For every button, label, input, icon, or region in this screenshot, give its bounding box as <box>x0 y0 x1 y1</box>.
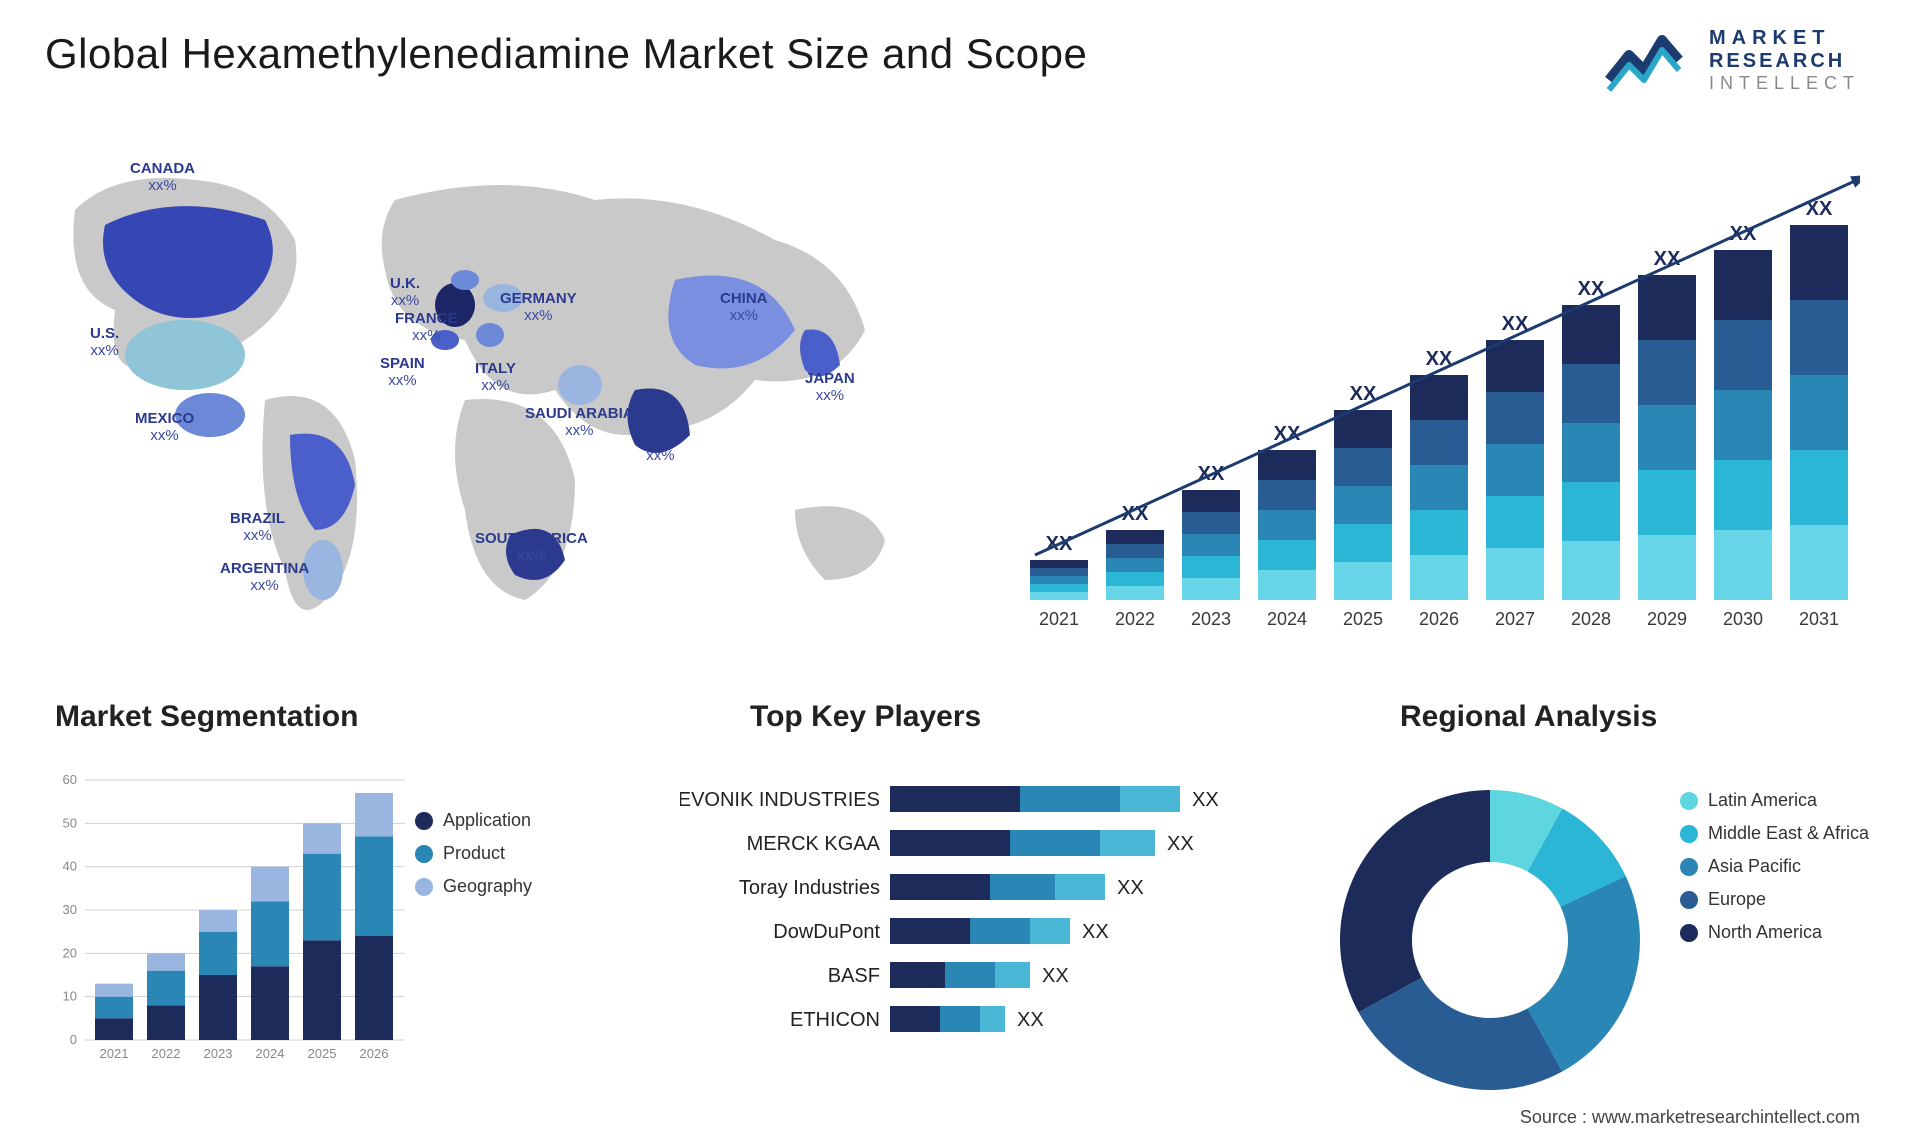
country-label: U.K.xx% <box>390 275 420 310</box>
country-label: INDIAxx% <box>640 430 681 465</box>
growth-chart: XX2021XX2022XX2023XX2024XX2025XX2026XX20… <box>1010 140 1860 630</box>
logo-text-1: MARKET <box>1709 27 1860 50</box>
brand-logo: MARKET RESEARCH INTELLECT <box>1604 25 1860 95</box>
country-label: CANADAxx% <box>130 160 195 195</box>
legend-item: Europe <box>1680 889 1869 910</box>
legend-item: Asia Pacific <box>1680 856 1869 877</box>
country-label: SPAINxx% <box>380 355 425 390</box>
svg-text:2025: 2025 <box>308 1046 337 1061</box>
svg-text:50: 50 <box>63 815 77 830</box>
svg-text:2028: 2028 <box>1571 609 1611 629</box>
svg-text:Toray Industries: Toray Industries <box>739 877 880 899</box>
country-label: ARGENTINAxx% <box>220 560 309 595</box>
svg-text:2029: 2029 <box>1647 609 1687 629</box>
svg-text:EVONIK INDUSTRIES: EVONIK INDUSTRIES <box>680 789 880 811</box>
svg-text:2026: 2026 <box>1419 609 1459 629</box>
country-label: JAPANxx% <box>805 370 855 405</box>
legend-item: Latin America <box>1680 790 1869 811</box>
svg-text:20: 20 <box>63 945 77 960</box>
legend-item: Application <box>415 810 532 831</box>
country-label: GERMANYxx% <box>500 290 577 325</box>
svg-text:DowDuPont: DowDuPont <box>773 921 880 943</box>
page-title: Global Hexamethylenediamine Market Size … <box>45 30 1087 78</box>
logo-text-3: INTELLECT <box>1709 73 1860 94</box>
svg-text:2031: 2031 <box>1799 609 1839 629</box>
source-url: www.marketresearchintellect.com <box>1592 1107 1860 1127</box>
svg-text:2023: 2023 <box>204 1046 233 1061</box>
svg-text:ETHICON: ETHICON <box>790 1009 880 1031</box>
segmentation-chart: 0 10 20 30 40 50 60 2021 2022 2023 2024 2025 2026 Ap… <box>45 740 605 1090</box>
country-label: ITALYxx% <box>475 360 516 395</box>
svg-text:MERCK KGAA: MERCK KGAA <box>747 833 881 855</box>
svg-text:2027: 2027 <box>1495 609 1535 629</box>
svg-text:2024: 2024 <box>256 1046 285 1061</box>
players-title: Top Key Players <box>750 700 981 734</box>
svg-text:BASF: BASF <box>828 965 880 987</box>
country-label: U.S.xx% <box>90 325 119 360</box>
world-map-panel: CANADAxx% U.S.xx% MEXICOxx% BRAZILxx% ARGENT… <box>35 130 915 650</box>
svg-text:30: 30 <box>63 902 77 917</box>
regional-donut: Latin America Middle East & Africa Asia Pa… <box>1320 740 1880 1100</box>
svg-text:2024: 2024 <box>1267 609 1307 629</box>
svg-text:XX: XX <box>1042 965 1069 987</box>
svg-text:10: 10 <box>63 989 77 1004</box>
players-chart: EVONIK INDUSTRIES XX MERCK KGAA XX Toray Ind… <box>680 740 1280 1100</box>
logo-mark-icon <box>1604 25 1694 95</box>
logo-text-2: RESEARCH <box>1709 50 1860 73</box>
source-attribution: Source : www.marketresearchintellect.com <box>1520 1107 1860 1128</box>
source-prefix: Source : <box>1520 1107 1592 1127</box>
legend-item: Product <box>415 843 532 864</box>
svg-text:60: 60 <box>63 772 77 787</box>
svg-text:XX: XX <box>1167 833 1194 855</box>
country-label: FRANCExx% <box>395 310 458 345</box>
svg-text:40: 40 <box>63 859 77 874</box>
legend-item: North America <box>1680 922 1869 943</box>
svg-text:2022: 2022 <box>1115 609 1155 629</box>
svg-text:XX: XX <box>1117 877 1144 899</box>
svg-text:2030: 2030 <box>1723 609 1763 629</box>
country-label: CHINAxx% <box>720 290 768 325</box>
segmentation-title: Market Segmentation <box>55 700 358 734</box>
svg-text:2025: 2025 <box>1343 609 1383 629</box>
svg-text:2021: 2021 <box>1039 609 1079 629</box>
svg-text:2021: 2021 <box>100 1046 129 1061</box>
svg-text:2026: 2026 <box>360 1046 389 1061</box>
country-label: BRAZILxx% <box>230 510 285 545</box>
svg-text:2022: 2022 <box>152 1046 181 1061</box>
legend-item: Geography <box>415 876 532 897</box>
svg-text:XX: XX <box>1192 789 1219 811</box>
svg-text:XX: XX <box>1082 921 1109 943</box>
regional-title: Regional Analysis <box>1400 700 1657 734</box>
country-label: SAUDI ARABIAxx% <box>525 405 634 440</box>
svg-text:XX: XX <box>1017 1009 1044 1031</box>
svg-text:2023: 2023 <box>1191 609 1231 629</box>
legend-item: Middle East & Africa <box>1680 823 1869 844</box>
country-label: MEXICOxx% <box>135 410 194 445</box>
svg-text:0: 0 <box>70 1032 77 1047</box>
country-label: SOUTH AFRICAxx% <box>475 530 588 565</box>
